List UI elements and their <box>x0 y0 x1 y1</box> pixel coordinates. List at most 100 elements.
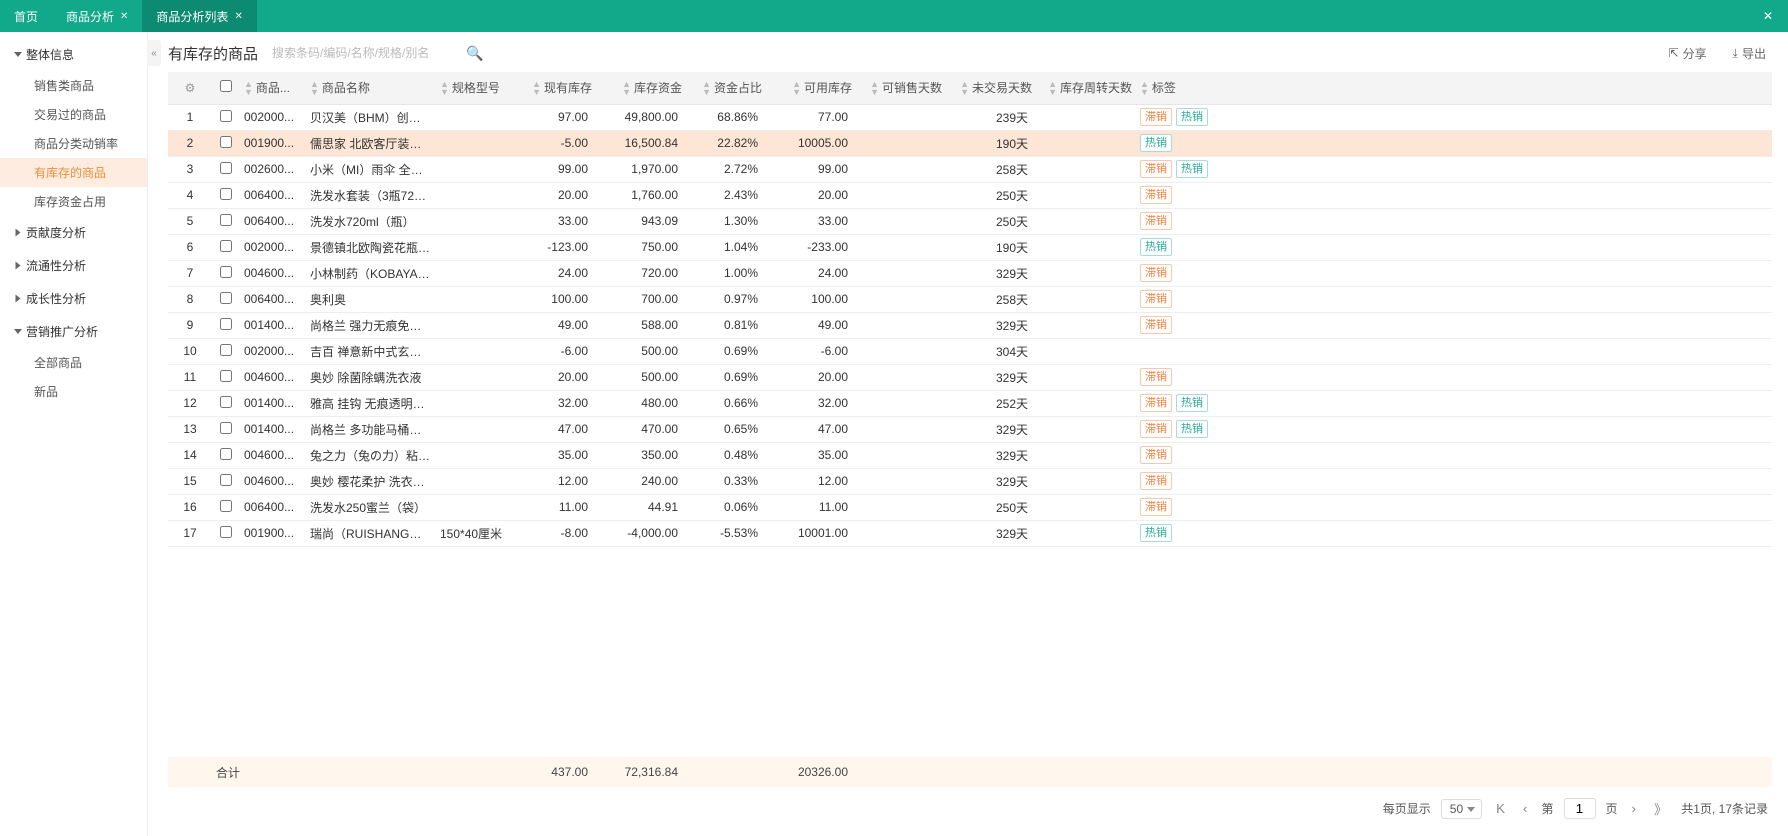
table-row[interactable]: 14004600...兔之力（兔の力）粘毛器粘35.00350.000.48%3… <box>168 442 1772 468</box>
sort-icon[interactable]: ▲▼ <box>792 80 801 96</box>
row-checkbox[interactable] <box>220 136 232 148</box>
row-checkbox[interactable] <box>220 370 232 382</box>
tag-badge: 滞销 <box>1140 108 1172 126</box>
table-row[interactable]: 1002000...贝汉美（BHM）创意北欧...97.0049,800.006… <box>168 104 1772 130</box>
table-header-cell[interactable]: ⚙ <box>168 72 212 104</box>
tag-badge: 滞销 <box>1140 394 1172 412</box>
table-header-cell[interactable]: ▲▼未交易天数 <box>946 72 1036 104</box>
tab[interactable]: 首页 <box>0 0 52 32</box>
row-checkbox[interactable] <box>220 214 232 226</box>
table-header-cell[interactable]: ▲▼库存资金 <box>596 72 686 104</box>
nav-item[interactable]: 有库存的商品 <box>0 158 147 187</box>
search-box <box>272 42 452 64</box>
table-row[interactable]: 12001400...雅高 挂钩 无痕透明粘钩 强力32.00480.000.6… <box>168 390 1772 416</box>
table-row[interactable]: 6002000...景德镇北欧陶瓷花瓶摆件 优-123.00750.001.04… <box>168 234 1772 260</box>
table-header-cell[interactable] <box>212 72 240 104</box>
nav-group-title[interactable]: 流通性分析 <box>0 249 147 282</box>
row-checkbox[interactable] <box>220 188 232 200</box>
tag-badge: 热销 <box>1140 524 1172 542</box>
sort-icon[interactable]: ▲▼ <box>532 80 541 96</box>
nav-item[interactable]: 商品分类动销率 <box>0 129 147 158</box>
nav-group-title[interactable]: 贡献度分析 <box>0 216 147 249</box>
share-button[interactable]: ⇱ 分享 <box>1663 45 1713 62</box>
sort-icon[interactable]: ▲▼ <box>702 80 711 96</box>
row-checkbox[interactable] <box>220 162 232 174</box>
table-header-cell[interactable]: ▲▼资金占比 <box>686 72 766 104</box>
tag-badge: 热销 <box>1140 134 1172 152</box>
table-row[interactable]: 9001400...尚格兰 强力无痕免打孔浴室49.00588.000.81%4… <box>168 312 1772 338</box>
gear-icon[interactable]: ⚙ <box>185 81 196 95</box>
row-checkbox[interactable] <box>220 526 232 538</box>
row-checkbox[interactable] <box>220 240 232 252</box>
nav-group-title[interactable]: 成长性分析 <box>0 282 147 315</box>
row-checkbox[interactable] <box>220 266 232 278</box>
nav-item[interactable]: 交易过的商品 <box>0 100 147 129</box>
page-next-button[interactable]: › <box>1628 799 1640 818</box>
close-tab-bar-button[interactable]: ✕ <box>1754 0 1782 32</box>
table-header-cell[interactable]: ▲▼库存周转天数 <box>1036 72 1136 104</box>
table-header-cell[interactable]: ▲▼标签 <box>1136 72 1256 104</box>
table-header-cell[interactable]: ▲▼可用库存 <box>766 72 856 104</box>
tab-close-icon[interactable]: ✕ <box>120 11 128 22</box>
sort-icon[interactable]: ▲▼ <box>244 80 253 96</box>
row-checkbox[interactable] <box>220 474 232 486</box>
sort-icon[interactable]: ▲▼ <box>1048 80 1057 96</box>
table-row[interactable]: 2001900...儒思家 北欧客厅装饰画卧室-5.0016,500.8422.… <box>168 130 1772 156</box>
search-icon[interactable]: 🔍 <box>466 45 483 62</box>
tag-badge: 滞销 <box>1140 186 1172 204</box>
row-checkbox[interactable] <box>220 292 232 304</box>
tab[interactable]: 商品分析列表 ✕ <box>142 0 256 32</box>
row-checkbox[interactable] <box>220 396 232 408</box>
page-number-input[interactable] <box>1564 798 1596 819</box>
per-page-select[interactable]: 50 <box>1441 799 1482 819</box>
tab[interactable]: 商品分析✕ <box>52 0 142 32</box>
nav-item[interactable]: 库存资金占用 <box>0 187 147 216</box>
select-all-checkbox[interactable] <box>220 80 232 92</box>
row-checkbox[interactable] <box>220 500 232 512</box>
sort-icon[interactable]: ▲▼ <box>440 80 449 96</box>
table-row[interactable]: 16006400...洗发水250蜜兰（袋）11.0044.910.06%11.… <box>168 494 1772 520</box>
table-header-cell[interactable]: ▲▼现有库存 <box>516 72 596 104</box>
tab-label: 商品分析列表 <box>156 8 228 25</box>
sort-icon[interactable]: ▲▼ <box>870 80 879 96</box>
page-prefix: 第 <box>1541 800 1553 817</box>
table-header-cell[interactable]: ▲▼商品名称 <box>306 72 436 104</box>
table-row[interactable]: 7004600...小林制药（KOBAYASHI）E24.00720.001.0… <box>168 260 1772 286</box>
nav-group-title[interactable]: 营销推广分析 <box>0 315 147 348</box>
sort-icon[interactable]: ▲▼ <box>622 80 631 96</box>
table-row[interactable]: 10002000...吉百 禅意新中式玄关摆件套-6.00500.000.69%… <box>168 338 1772 364</box>
row-checkbox[interactable] <box>220 344 232 356</box>
page-prev-button[interactable]: ‹ <box>1519 799 1531 818</box>
table-row[interactable]: 13001400...尚格兰 多功能马桶刷套装 马47.00470.000.65… <box>168 416 1772 442</box>
row-checkbox[interactable] <box>220 422 232 434</box>
table-header-cell[interactable]: ▲▼规格型号 <box>436 72 516 104</box>
export-button[interactable]: ⤓ 导出 <box>1727 45 1772 62</box>
nav-item[interactable]: 全部商品 <box>0 348 147 377</box>
table-row[interactable]: 5006400...洗发水720ml（瓶）33.00943.091.30%33.… <box>168 208 1772 234</box>
collapse-sidebar-button[interactable]: « <box>147 40 161 66</box>
nav-item[interactable]: 新品 <box>0 377 147 406</box>
search-input[interactable] <box>272 42 452 64</box>
table-row[interactable]: 17001900...瑞尚（RUISHANG）卧室床150*40厘米-8.00-… <box>168 520 1772 546</box>
page-first-button[interactable]: K <box>1492 799 1509 818</box>
top-tab-bar: 首页商品分析✕ 商品分析列表 ✕ ✕ <box>0 0 1788 32</box>
row-checkbox[interactable] <box>220 318 232 330</box>
table-row[interactable]: 3002600...小米（MI）雨伞 全自动折叠99.001,970.002.7… <box>168 156 1772 182</box>
table-row[interactable]: 8006400...奥利奥100.00700.000.97%100.00258天… <box>168 286 1772 312</box>
table-row[interactable]: 15004600...奥妙 樱花柔护 洗衣凝珠 1012.00240.000.3… <box>168 468 1772 494</box>
tag-badge: 滞销 <box>1140 290 1172 308</box>
sort-icon[interactable]: ▲▼ <box>960 80 969 96</box>
page-last-button[interactable]: 》 <box>1650 797 1671 820</box>
table-row[interactable]: 4006400...洗发水套装（3瓶720ml+1）20.001,760.002… <box>168 182 1772 208</box>
table-header-cell[interactable]: ▲▼可销售天数 <box>856 72 946 104</box>
sort-icon[interactable]: ▲▼ <box>1140 80 1149 96</box>
table-row[interactable]: 11004600...奥妙 除菌除螨洗衣液20.00500.000.69%20.… <box>168 364 1772 390</box>
nav-item[interactable]: 销售类商品 <box>0 71 147 100</box>
sort-icon[interactable]: ▲▼ <box>310 80 319 96</box>
tab-close-icon[interactable]: ✕ <box>234 11 242 22</box>
table-header-cell[interactable]: ▲▼商品... <box>240 72 306 104</box>
data-table: ⚙▲▼商品...▲▼商品名称▲▼规格型号▲▼现有库存▲▼库存资金▲▼资金占比▲▼… <box>168 72 1772 547</box>
row-checkbox[interactable] <box>220 110 232 122</box>
row-checkbox[interactable] <box>220 448 232 460</box>
nav-group-title[interactable]: 整体信息 <box>0 38 147 71</box>
